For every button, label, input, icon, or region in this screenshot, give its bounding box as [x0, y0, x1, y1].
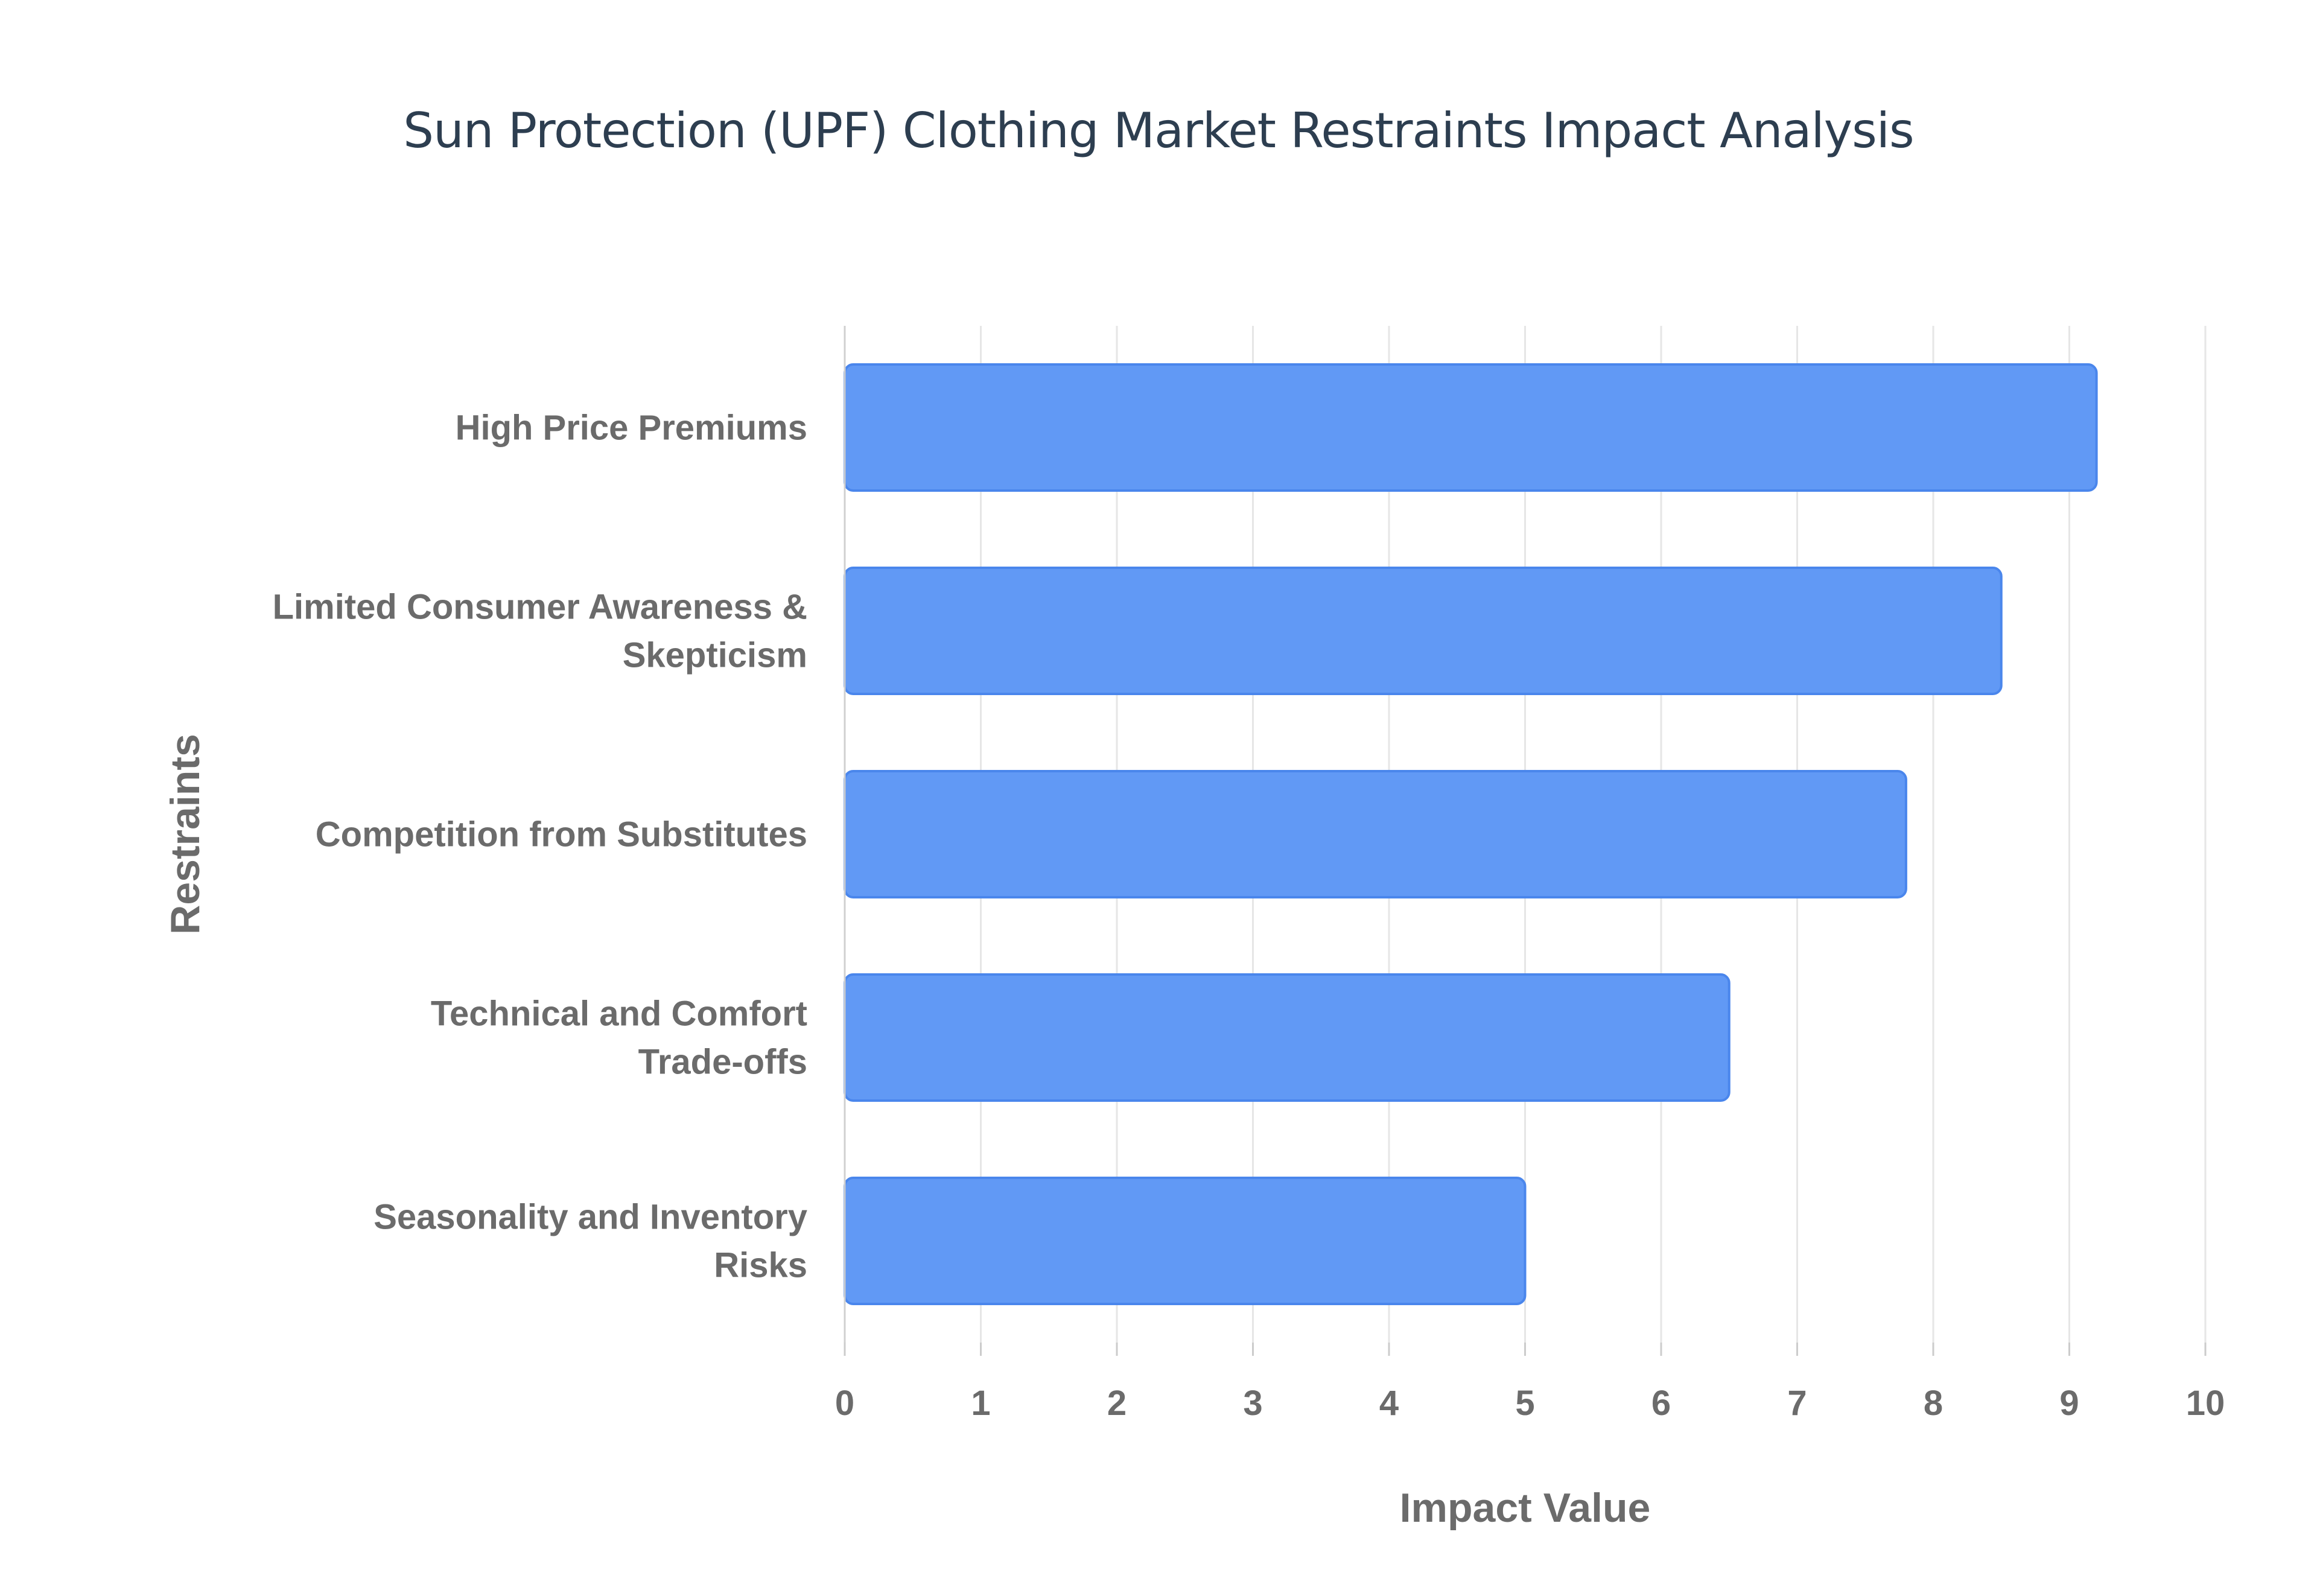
chart-title: Sun Protection (UPF) Clothing Market Res…	[403, 103, 1914, 159]
tick-label-x-3: 3	[1243, 1384, 1262, 1423]
bar-1	[844, 363, 2098, 492]
category-label-5: Seasonality and Inventory Risks	[373, 1198, 807, 1285]
y-axis-title: Restraints	[162, 734, 208, 935]
tick-label-x-8: 8	[1924, 1384, 1943, 1423]
x-axis-title: Impact Value	[1400, 1485, 1651, 1531]
tick-label-x-4: 4	[1379, 1384, 1399, 1423]
tick-label-x-1: 1	[971, 1384, 990, 1423]
bar-layer	[844, 363, 2098, 1305]
bar-3	[844, 770, 1907, 898]
bar-2	[844, 567, 2003, 695]
category-label-2: Limited Consumer Awareness & Skepticism	[273, 588, 807, 675]
tick-label-x-2: 2	[1107, 1384, 1127, 1423]
tick-label-x-5: 5	[1515, 1384, 1534, 1423]
tick-label-x-6: 6	[1651, 1384, 1671, 1423]
axis-layer	[844, 326, 2207, 1356]
category-label-1: High Price Premiums	[456, 409, 807, 448]
label-layer: 0 1 2 3 4 5 6 7 8 9 10 High Price Premiums Limited C…	[162, 409, 2225, 1531]
category-label-4: Technical and Comfort Trade-offs	[431, 994, 807, 1082]
bar-4	[844, 973, 1731, 1102]
tick-label-x-7: 7	[1787, 1384, 1807, 1423]
tick-label-x-9: 9	[2059, 1384, 2079, 1423]
tick-label-x-10: 10	[2186, 1384, 2225, 1423]
category-label-3: Competition from Substitutes	[316, 815, 807, 854]
tick-label-x-0: 0	[835, 1384, 854, 1423]
bar-5	[844, 1177, 1527, 1305]
